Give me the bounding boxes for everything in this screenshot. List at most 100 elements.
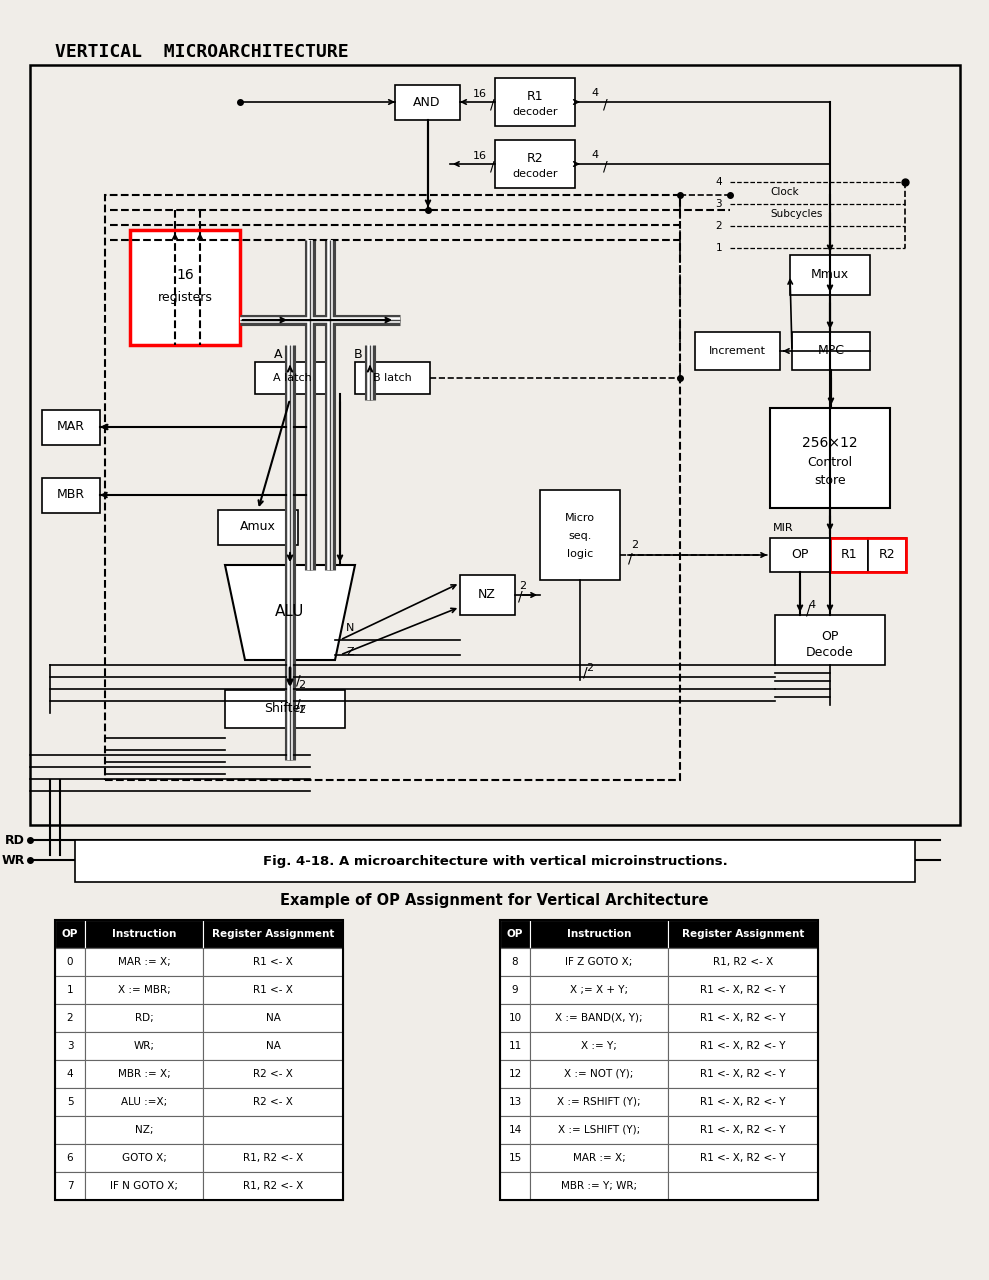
- Text: R1: R1: [527, 90, 543, 102]
- FancyBboxPatch shape: [830, 538, 868, 572]
- Text: R1, R2 <- X: R1, R2 <- X: [243, 1153, 303, 1164]
- Polygon shape: [225, 564, 355, 660]
- FancyBboxPatch shape: [530, 1172, 668, 1201]
- FancyBboxPatch shape: [85, 1004, 203, 1032]
- Text: 10: 10: [508, 1012, 521, 1023]
- Text: R1 <- X: R1 <- X: [253, 986, 293, 995]
- Text: /: /: [583, 666, 587, 678]
- Text: MPC: MPC: [818, 344, 845, 357]
- Text: VERTICAL  MICROARCHITECTURE: VERTICAL MICROARCHITECTURE: [55, 44, 349, 61]
- Text: Control: Control: [807, 457, 853, 470]
- FancyBboxPatch shape: [55, 1172, 85, 1201]
- Text: 13: 13: [508, 1097, 521, 1107]
- Text: NA: NA: [266, 1012, 281, 1023]
- FancyBboxPatch shape: [500, 948, 530, 975]
- FancyBboxPatch shape: [55, 1060, 85, 1088]
- Text: 2: 2: [586, 663, 593, 673]
- Text: decoder: decoder: [512, 169, 558, 179]
- FancyBboxPatch shape: [495, 140, 575, 188]
- FancyBboxPatch shape: [500, 1144, 530, 1172]
- Text: NZ: NZ: [478, 589, 495, 602]
- FancyBboxPatch shape: [668, 975, 818, 1004]
- FancyBboxPatch shape: [500, 1060, 530, 1088]
- Text: 2: 2: [519, 581, 526, 591]
- Text: Increment: Increment: [708, 346, 765, 356]
- Text: 14: 14: [508, 1125, 521, 1135]
- Text: MAR: MAR: [57, 421, 85, 434]
- Text: /: /: [806, 604, 810, 618]
- Text: R1: R1: [841, 549, 857, 562]
- FancyBboxPatch shape: [55, 975, 85, 1004]
- Text: Z: Z: [346, 646, 354, 657]
- Text: 2: 2: [66, 1012, 73, 1023]
- FancyBboxPatch shape: [203, 1144, 343, 1172]
- FancyBboxPatch shape: [203, 1172, 343, 1201]
- FancyBboxPatch shape: [668, 1144, 818, 1172]
- Text: store: store: [814, 474, 846, 486]
- FancyBboxPatch shape: [355, 362, 430, 394]
- Text: 4: 4: [591, 88, 598, 99]
- Text: 4: 4: [591, 150, 598, 160]
- Text: 7: 7: [66, 1181, 73, 1190]
- FancyBboxPatch shape: [530, 920, 668, 948]
- Text: Instruction: Instruction: [112, 929, 176, 940]
- FancyBboxPatch shape: [395, 84, 460, 120]
- FancyBboxPatch shape: [695, 332, 780, 370]
- Text: Decode: Decode: [806, 646, 854, 659]
- FancyBboxPatch shape: [530, 975, 668, 1004]
- FancyBboxPatch shape: [530, 1004, 668, 1032]
- Text: 8: 8: [511, 957, 518, 966]
- Text: RD: RD: [5, 833, 25, 846]
- Text: 2: 2: [299, 705, 306, 716]
- FancyBboxPatch shape: [85, 1116, 203, 1144]
- Text: R1 <- X, R2 <- Y: R1 <- X, R2 <- Y: [700, 1125, 785, 1135]
- Text: X := MBR;: X := MBR;: [118, 986, 170, 995]
- FancyBboxPatch shape: [218, 509, 298, 545]
- FancyBboxPatch shape: [55, 920, 85, 948]
- Text: N: N: [346, 623, 354, 634]
- Text: /: /: [490, 159, 494, 173]
- Text: AND: AND: [413, 96, 441, 109]
- FancyBboxPatch shape: [530, 1032, 668, 1060]
- FancyBboxPatch shape: [203, 1088, 343, 1116]
- Text: R1 <- X, R2 <- Y: R1 <- X, R2 <- Y: [700, 1069, 785, 1079]
- FancyBboxPatch shape: [770, 538, 830, 572]
- Text: NZ;: NZ;: [135, 1125, 153, 1135]
- FancyBboxPatch shape: [203, 948, 343, 975]
- Text: GOTO X;: GOTO X;: [122, 1153, 166, 1164]
- FancyBboxPatch shape: [55, 1144, 85, 1172]
- Text: R2 <- X: R2 <- X: [253, 1097, 293, 1107]
- Text: /: /: [602, 159, 607, 173]
- FancyBboxPatch shape: [530, 1060, 668, 1088]
- Text: 4: 4: [808, 600, 816, 611]
- FancyBboxPatch shape: [668, 920, 818, 948]
- Text: R1, R2 <- X: R1, R2 <- X: [713, 957, 773, 966]
- Text: 5: 5: [66, 1097, 73, 1107]
- Text: R2 <- X: R2 <- X: [253, 1069, 293, 1079]
- Text: logic: logic: [567, 549, 593, 559]
- Text: MIR: MIR: [773, 524, 793, 532]
- Text: Register Assignment: Register Assignment: [681, 929, 804, 940]
- Text: Micro: Micro: [565, 513, 595, 524]
- Text: 16: 16: [176, 268, 194, 282]
- Text: X := RSHIFT (Y);: X := RSHIFT (Y);: [557, 1097, 641, 1107]
- Text: Instruction: Instruction: [567, 929, 631, 940]
- FancyBboxPatch shape: [500, 1088, 530, 1116]
- Text: IF N GOTO X;: IF N GOTO X;: [110, 1181, 178, 1190]
- Text: 4: 4: [66, 1069, 73, 1079]
- Text: /: /: [628, 550, 632, 564]
- FancyBboxPatch shape: [55, 1088, 85, 1116]
- Text: R1 <- X: R1 <- X: [253, 957, 293, 966]
- Text: Clock: Clock: [770, 187, 799, 197]
- Text: 0: 0: [66, 957, 73, 966]
- Text: 256×12: 256×12: [802, 436, 857, 451]
- FancyBboxPatch shape: [668, 1172, 818, 1201]
- Text: X ;= X + Y;: X ;= X + Y;: [570, 986, 628, 995]
- Text: 16: 16: [473, 151, 487, 161]
- FancyBboxPatch shape: [530, 1144, 668, 1172]
- Text: Amux: Amux: [240, 521, 276, 534]
- FancyBboxPatch shape: [203, 1116, 343, 1144]
- Text: ALU: ALU: [275, 604, 305, 620]
- Text: Mmux: Mmux: [811, 269, 850, 282]
- Text: OP: OP: [61, 929, 78, 940]
